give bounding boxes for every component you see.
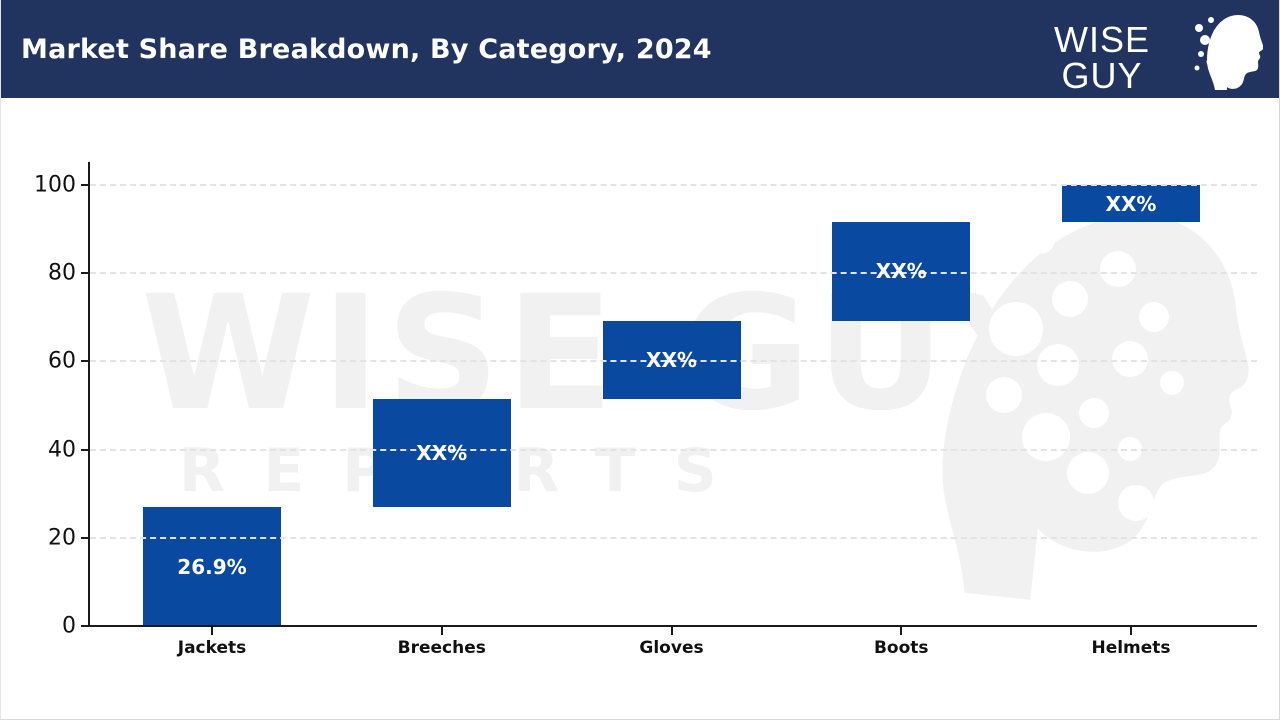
bar-segment-breeches bbox=[372, 398, 511, 508]
x-tick bbox=[900, 627, 903, 635]
x-tick-label-helmets: Helmets bbox=[1091, 638, 1171, 658]
y-tick bbox=[81, 272, 89, 275]
logo-text: WISE GUY REPORTS bbox=[1013, 19, 1191, 113]
y-tick bbox=[81, 448, 89, 451]
gridline-80 bbox=[90, 272, 1257, 275]
y-tick-label-40: 40 bbox=[48, 437, 76, 463]
y-tick bbox=[81, 360, 89, 363]
bar-value-label-boots: XX% bbox=[875, 259, 927, 284]
header-bar: Market Share Breakdown, By Category, 202… bbox=[1, 0, 1279, 112]
x-tick-label-breeches: Breeches bbox=[397, 638, 486, 658]
x-tick bbox=[1130, 627, 1132, 635]
gridline-40 bbox=[90, 448, 1257, 451]
wise-guy-reports-logo: WISE GUY REPORTS bbox=[1013, 8, 1263, 112]
bar-value-label-breeches: XX% bbox=[416, 441, 468, 466]
y-tick-label-60: 60 bbox=[48, 348, 76, 374]
y-tick-label-0: 0 bbox=[62, 613, 76, 639]
x-tick-label-jackets: Jackets bbox=[177, 638, 247, 658]
watermark-head-graphic bbox=[942, 215, 1249, 600]
x-tick-label-gloves: Gloves bbox=[639, 638, 704, 658]
bar-segment-jackets bbox=[143, 507, 281, 626]
logo-head-icon bbox=[1194, 15, 1263, 90]
y-tick-label-100: 100 bbox=[34, 172, 76, 198]
logo-subtitle: REPORTS bbox=[1045, 97, 1168, 112]
x-axis-line bbox=[88, 625, 1257, 627]
bar-value-label-gloves: XX% bbox=[646, 347, 697, 372]
gridline-100 bbox=[90, 184, 1257, 186]
chart-title: Market Share Breakdown, By Category, 202… bbox=[21, 33, 712, 65]
bar-segment-gloves bbox=[602, 320, 741, 399]
gridline-20 bbox=[90, 536, 1257, 539]
y-tick-label-80: 80 bbox=[48, 260, 76, 286]
bar-value-label-jackets: 26.9% bbox=[177, 554, 247, 579]
y-tick bbox=[81, 625, 89, 627]
x-tick bbox=[670, 627, 673, 635]
y-tick bbox=[81, 536, 89, 539]
y-tick bbox=[81, 184, 89, 186]
gridline-60 bbox=[90, 360, 1257, 363]
x-tick bbox=[211, 627, 213, 635]
y-tick-label-20: 20 bbox=[48, 525, 76, 551]
bar-value-label-helmets: XX% bbox=[1105, 191, 1157, 216]
x-tick bbox=[440, 627, 443, 635]
y-axis-line bbox=[88, 162, 90, 627]
logo-wordmark: WISE GUY bbox=[1053, 19, 1150, 96]
x-tick-label-boots: Boots bbox=[873, 638, 929, 658]
